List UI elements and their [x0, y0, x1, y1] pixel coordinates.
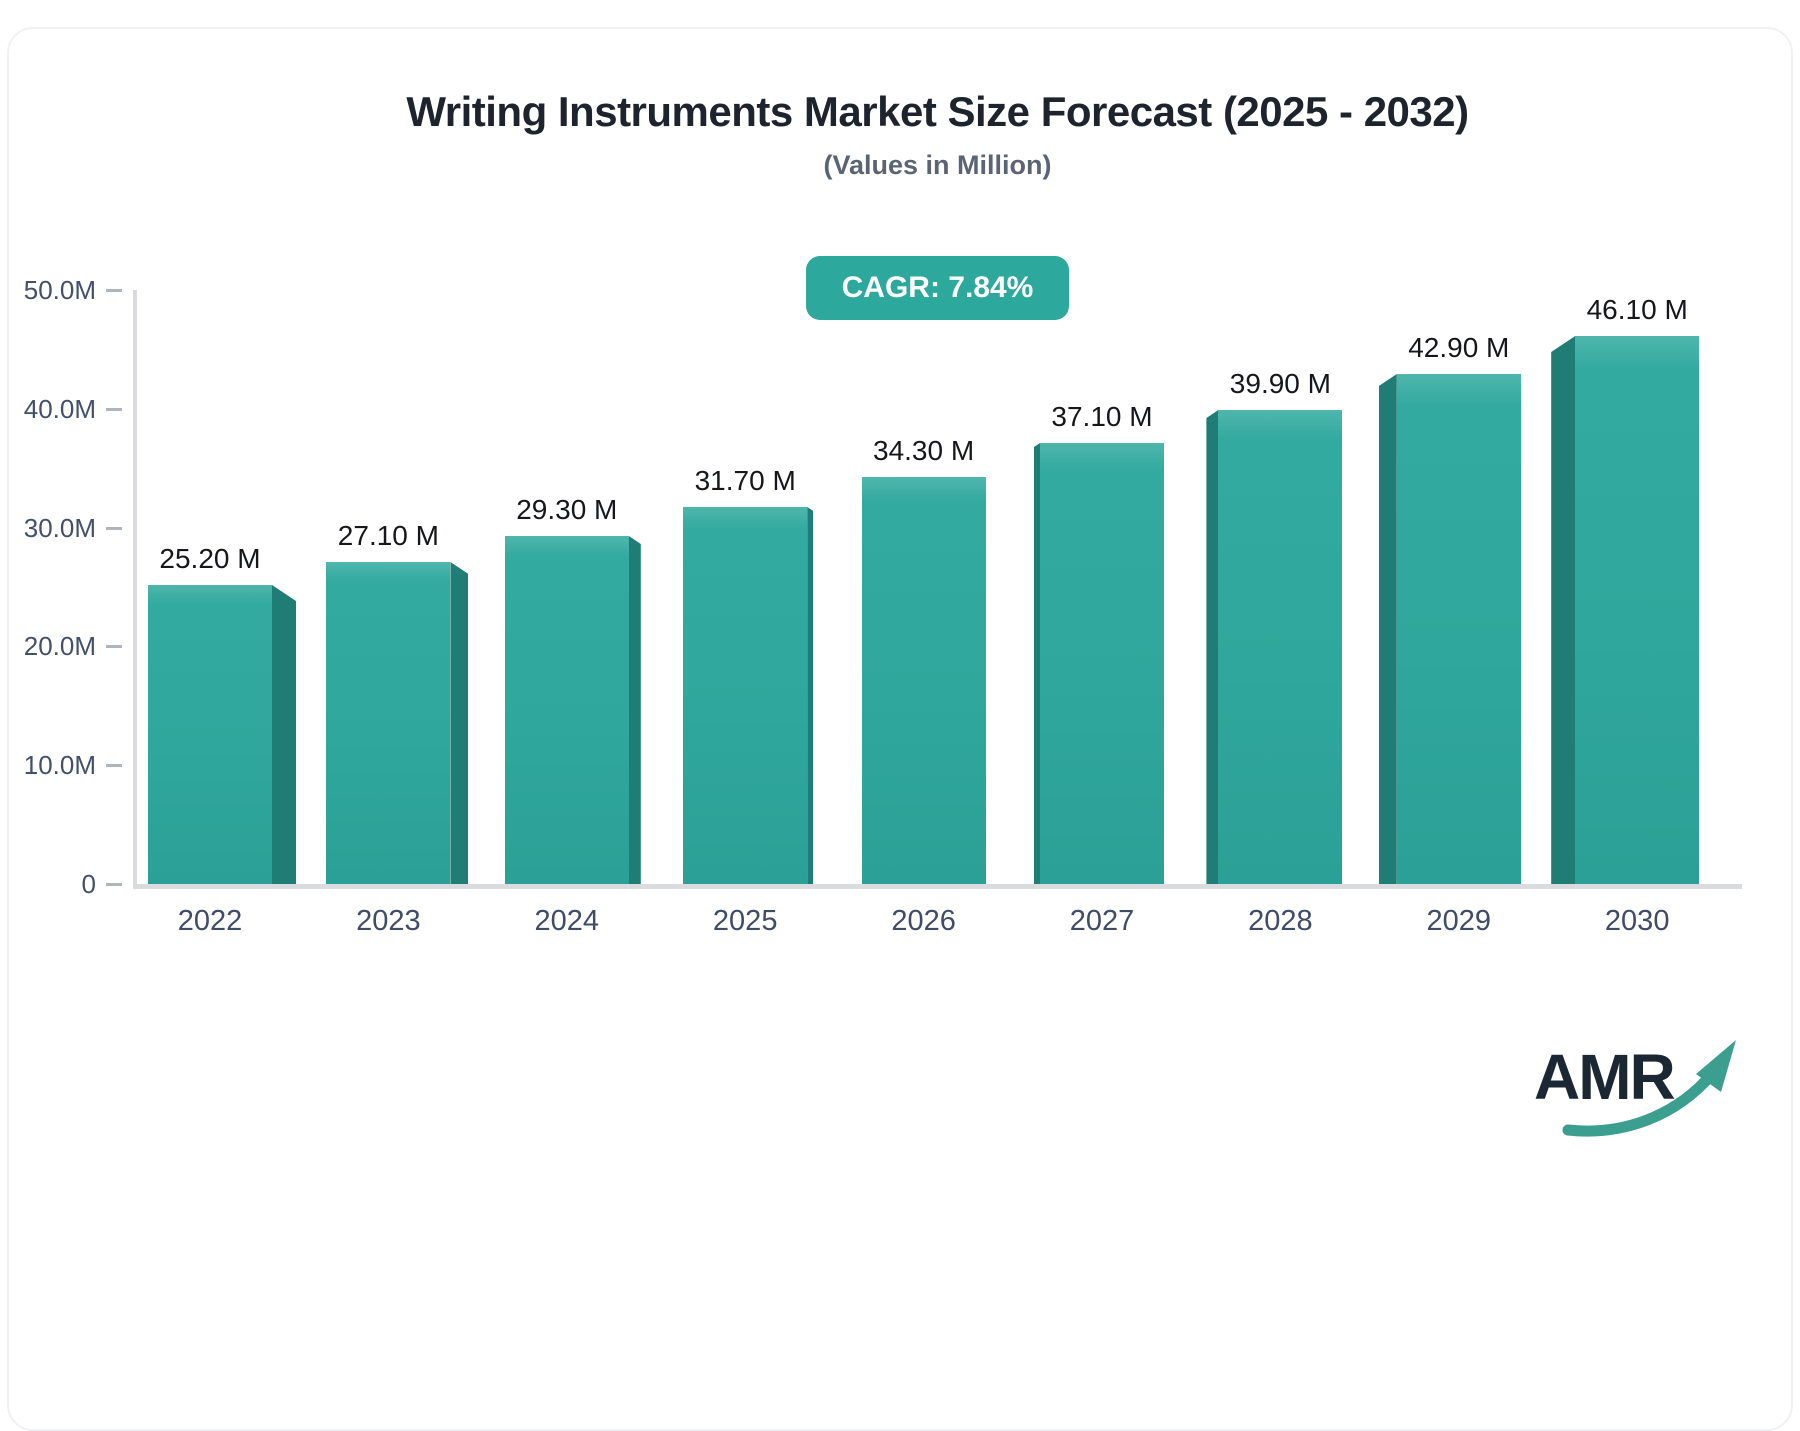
bar-2029[interactable]	[1378, 374, 1521, 884]
bar-face	[1040, 443, 1164, 884]
bar-face	[861, 477, 986, 884]
y-axis-tick-mark	[106, 289, 122, 292]
bar-face	[683, 507, 808, 884]
bar-2025[interactable]	[683, 507, 814, 884]
bar-side	[1034, 443, 1040, 884]
bar-side	[1551, 336, 1576, 884]
bar-value-label: 27.10 M	[337, 520, 439, 551]
amr-logo: AMR	[1528, 1026, 1763, 1144]
bar-value-label: 39.90 M	[1229, 368, 1331, 399]
bar-face	[504, 536, 629, 884]
bar-face	[1396, 374, 1521, 884]
x-axis-label-2022: 2022	[177, 905, 243, 937]
x-axis-label-2024: 2024	[534, 905, 600, 937]
bar-value-label: 25.20 M	[159, 543, 261, 574]
cagr-badge: CAGR: 7.84%	[805, 256, 1070, 320]
y-axis-tick-mark	[106, 764, 122, 768]
y-axis-tick-mark	[106, 883, 122, 886]
growth-arrow-icon	[1562, 1040, 1736, 1137]
y-axis-tick-mark	[106, 645, 122, 649]
x-axis-label-2023: 2023	[356, 905, 421, 937]
bar-side	[1378, 374, 1397, 884]
bar-side	[272, 585, 296, 884]
bar-face	[326, 562, 451, 884]
bar-side	[1206, 410, 1219, 884]
x-axis-label-2025: 2025	[712, 905, 778, 937]
y-axis-tick-mark	[106, 407, 122, 411]
amr-logo-text: AMR	[1534, 1041, 1676, 1113]
y-axis-tick-label: 40.0M	[23, 393, 96, 424]
cagr-badge-row: CAGR: 7.84%	[133, 256, 1742, 320]
bar-face	[1575, 336, 1700, 884]
bar-value-label: 31.70 M	[694, 465, 796, 496]
plot-area: 25.20 M 2022 27.10 M 2023 29.30 M 2024 31.70 M…	[133, 290, 1742, 937]
bar-2023[interactable]	[326, 562, 469, 884]
y-axis-tick-label: 20.0M	[23, 631, 96, 662]
bar-side	[807, 507, 814, 884]
x-axis-label-2026: 2026	[891, 905, 956, 937]
bar-2024[interactable]	[504, 536, 641, 884]
bar-side	[628, 536, 641, 884]
y-axis-tick-label: 50.0M	[23, 275, 96, 305]
bar-2030[interactable]	[1551, 336, 1700, 884]
bar-side	[450, 562, 469, 884]
bar-2027[interactable]	[1034, 443, 1164, 884]
chart-subtitle: (Values in Million)	[823, 150, 1052, 180]
bar-value-label: 29.30 M	[516, 494, 618, 525]
bar-value-label: 46.10 M	[1586, 294, 1688, 325]
chart-header: Writing Instruments Market Size Forecast…	[133, 88, 1742, 181]
bar-2022[interactable]	[148, 585, 296, 884]
bar-value-label: 42.90 M	[1408, 332, 1510, 363]
y-axis-tick-mark	[106, 526, 122, 530]
x-axis-label-2030: 2030	[1604, 905, 1670, 937]
bar-2026[interactable]	[861, 477, 986, 884]
chart-title: Writing Instruments Market Size Forecast…	[406, 88, 1469, 135]
y-axis-tick-label: 0	[81, 869, 96, 899]
bar-2028[interactable]	[1206, 410, 1343, 884]
y-axis-tick-label: 10.0M	[23, 750, 96, 781]
x-axis-label-2029: 2029	[1426, 905, 1492, 937]
x-axis-label-2027: 2027	[1069, 905, 1135, 937]
x-axis-label-2028: 2028	[1248, 905, 1313, 937]
bar-value-label: 37.10 M	[1051, 401, 1153, 432]
y-axis-tick-label: 30.0M	[23, 512, 96, 543]
bar-face	[148, 585, 272, 884]
bar-value-label: 34.30 M	[873, 435, 975, 466]
bar-face	[1218, 410, 1343, 884]
